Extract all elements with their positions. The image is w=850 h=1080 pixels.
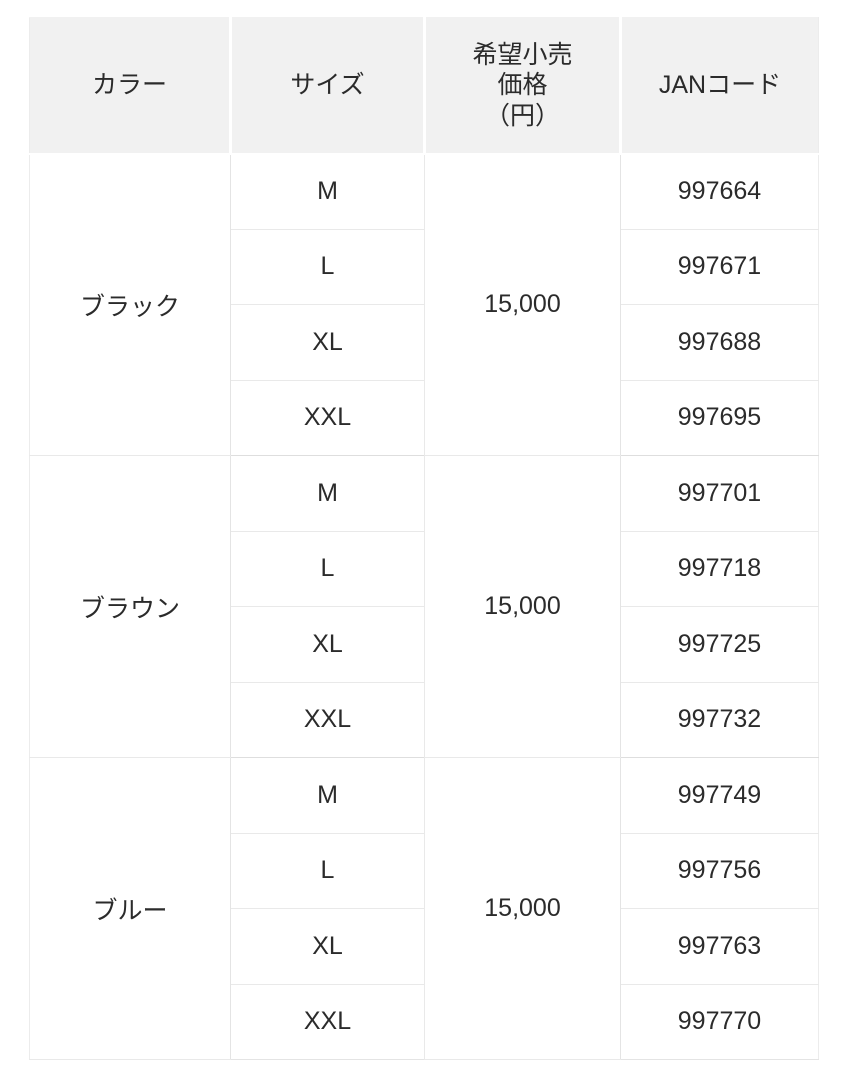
cell-size: M	[230, 153, 425, 230]
cell-jan: 997756	[620, 833, 819, 909]
cell-jan: 997763	[620, 908, 819, 985]
table-row: ブルー M 15,000 997749	[29, 757, 819, 1060]
cell-size: XXL	[230, 380, 425, 456]
cell-size: XL	[230, 304, 425, 381]
column-header-price-line-2: 価格	[497, 71, 548, 99]
product-spec-table: カラー サイズ 希望小売 価格 （円） JANコード	[29, 17, 819, 1060]
cell-size: XXL	[230, 984, 425, 1060]
table-row: XXL 997770	[30, 984, 819, 1060]
cell-size: XXL	[230, 682, 425, 758]
cell-size: XL	[230, 606, 425, 683]
cell-size: XL	[230, 908, 425, 985]
column-header-size: サイズ	[230, 17, 426, 155]
cell-size: L	[230, 531, 425, 607]
column-header-price-line-1: 希望小売	[472, 40, 573, 69]
cell-jan: 997701	[620, 455, 819, 532]
cell-jan: 997718	[620, 531, 819, 607]
table-row: L 997756	[30, 833, 819, 909]
column-header-price-line-3: （円）	[484, 101, 560, 130]
table-row: XL 997688	[30, 304, 819, 381]
table-row: ブラック M 15,000 997664	[29, 153, 819, 456]
cell-price: 15,000	[424, 455, 621, 758]
cell-jan: 997688	[620, 304, 819, 381]
cell-jan: 997664	[620, 153, 819, 230]
cell-jan: 997732	[620, 682, 819, 758]
table-row: XL 997763	[30, 908, 819, 985]
cell-price: 15,000	[424, 153, 621, 456]
table-row: XL 997725	[30, 606, 819, 683]
cell-color: ブラック	[29, 153, 231, 456]
column-header-jan-line-1: JANコード	[658, 71, 782, 99]
cell-size: M	[230, 757, 425, 834]
cell-jan: 997671	[620, 229, 819, 305]
table-header-row: カラー サイズ 希望小売 価格 （円） JANコード	[29, 17, 819, 155]
table-row: ブラウン M 15,000 997701	[29, 455, 819, 758]
table-row: XXL 997732	[30, 682, 819, 758]
column-header-color-line-1: カラー	[91, 71, 167, 99]
table-body: ブラック M 15,000 997664 L 997671 XL 997688 …	[29, 153, 819, 1060]
cell-color: ブルー	[29, 757, 231, 1060]
product-spec-table-container: カラー サイズ 希望小売 価格 （円） JANコード	[29, 17, 819, 1060]
cell-size: M	[230, 455, 425, 532]
column-header-size-line-1: サイズ	[290, 71, 365, 99]
cell-size: L	[230, 833, 425, 909]
table-row: L 997671	[30, 229, 819, 305]
table-row: XXL 997695	[30, 380, 819, 456]
column-header-jan: JANコード	[620, 17, 819, 155]
table-row: L 997718	[30, 531, 819, 607]
cell-jan: 997725	[620, 606, 819, 683]
cell-jan: 997695	[620, 380, 819, 456]
column-header-color: カラー	[29, 17, 232, 155]
cell-color: ブラウン	[29, 455, 231, 758]
table-header: カラー サイズ 希望小売 価格 （円） JANコード	[29, 17, 819, 155]
cell-jan: 997749	[620, 757, 819, 834]
cell-jan: 997770	[620, 984, 819, 1060]
cell-price: 15,000	[424, 757, 621, 1060]
column-header-price: 希望小売 価格 （円）	[424, 17, 622, 155]
cell-size: L	[230, 229, 425, 305]
